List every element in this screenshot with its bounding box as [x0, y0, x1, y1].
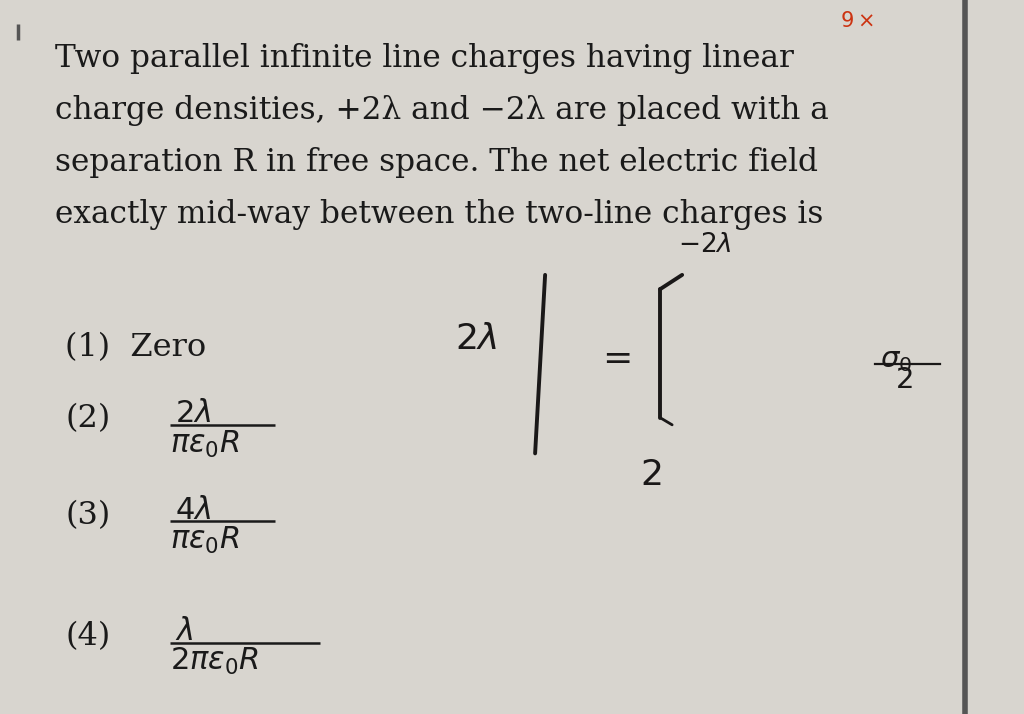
- Text: (4): (4): [65, 621, 111, 652]
- Text: $2$: $2$: [895, 366, 912, 393]
- Text: exactly mid-way between the two-line charges is: exactly mid-way between the two-line cha…: [55, 199, 823, 230]
- Text: $2\pi\varepsilon_0 R$: $2\pi\varepsilon_0 R$: [170, 646, 259, 678]
- Text: charge densities, +2λ and −2λ are placed with a: charge densities, +2λ and −2λ are placed…: [55, 95, 828, 126]
- Text: $2$: $2$: [640, 458, 662, 492]
- Text: $2\lambda$: $2\lambda$: [175, 398, 211, 429]
- Text: $\pi\varepsilon_0 R$: $\pi\varepsilon_0 R$: [170, 428, 240, 460]
- Text: (2): (2): [65, 403, 111, 434]
- Text: $2\lambda$: $2\lambda$: [455, 322, 498, 356]
- Text: separation R in free space. The net electric field: separation R in free space. The net elec…: [55, 147, 818, 178]
- Text: $=$: $=$: [595, 340, 631, 374]
- Text: $4\lambda$: $4\lambda$: [175, 495, 211, 526]
- Text: $9\times$: $9\times$: [840, 11, 874, 31]
- Text: $\lambda$: $\lambda$: [175, 616, 194, 647]
- Text: (3): (3): [65, 500, 111, 531]
- Text: (1)  Zero: (1) Zero: [65, 332, 206, 363]
- Text: Two parallel infinite line charges having linear: Two parallel infinite line charges havin…: [55, 43, 794, 74]
- Text: $\sigma_0$: $\sigma_0$: [881, 346, 912, 374]
- Text: $-2\lambda$: $-2\lambda$: [678, 231, 732, 257]
- Text: $\pi\varepsilon_0 R$: $\pi\varepsilon_0 R$: [170, 525, 240, 556]
